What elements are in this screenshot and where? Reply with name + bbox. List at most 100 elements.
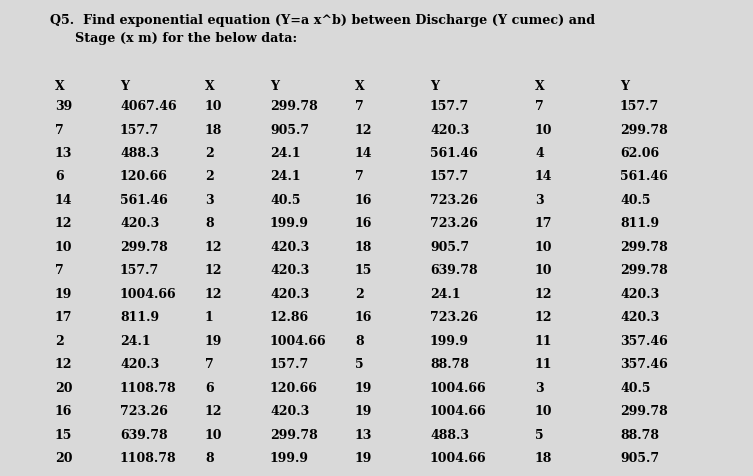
Text: 299.78: 299.78	[120, 240, 168, 253]
Text: 88.78: 88.78	[620, 428, 659, 441]
Text: 3: 3	[535, 381, 544, 394]
Text: 10: 10	[535, 264, 553, 277]
Text: 8: 8	[205, 452, 214, 465]
Text: Y: Y	[430, 80, 439, 93]
Text: Y: Y	[270, 80, 279, 93]
Text: 2: 2	[205, 147, 214, 159]
Text: 357.46: 357.46	[620, 358, 668, 371]
Text: 10: 10	[535, 123, 553, 136]
Text: 16: 16	[355, 217, 373, 230]
Text: 199.9: 199.9	[430, 334, 469, 347]
Text: 3: 3	[205, 194, 214, 207]
Text: 11: 11	[535, 358, 553, 371]
Text: 199.9: 199.9	[270, 217, 309, 230]
Text: 561.46: 561.46	[120, 194, 168, 207]
Text: 120.66: 120.66	[120, 170, 168, 183]
Text: 16: 16	[355, 194, 373, 207]
Text: 723.26: 723.26	[120, 405, 168, 417]
Text: 811.9: 811.9	[120, 311, 159, 324]
Text: 24.1: 24.1	[270, 147, 300, 159]
Text: 10: 10	[55, 240, 72, 253]
Text: 18: 18	[355, 240, 373, 253]
Text: 7: 7	[55, 123, 64, 136]
Text: 15: 15	[55, 428, 72, 441]
Text: 39: 39	[55, 100, 72, 113]
Text: 723.26: 723.26	[430, 194, 478, 207]
Text: 17: 17	[55, 311, 72, 324]
Text: Stage (x m) for the below data:: Stage (x m) for the below data:	[75, 32, 297, 45]
Text: 18: 18	[535, 452, 553, 465]
Text: 639.78: 639.78	[430, 264, 477, 277]
Text: 12: 12	[535, 311, 553, 324]
Text: 561.46: 561.46	[620, 170, 668, 183]
Text: 19: 19	[355, 405, 373, 417]
Text: 420.3: 420.3	[620, 288, 659, 300]
Text: Y: Y	[620, 80, 629, 93]
Text: 488.3: 488.3	[120, 147, 159, 159]
Text: 6: 6	[205, 381, 214, 394]
Text: 905.7: 905.7	[620, 452, 659, 465]
Text: 157.7: 157.7	[120, 123, 159, 136]
Text: 905.7: 905.7	[270, 123, 309, 136]
Text: 5: 5	[535, 428, 544, 441]
Text: 19: 19	[55, 288, 72, 300]
Text: 19: 19	[355, 381, 373, 394]
Text: 19: 19	[355, 452, 373, 465]
Text: X: X	[535, 80, 544, 93]
Text: 10: 10	[205, 100, 222, 113]
Text: 357.46: 357.46	[620, 334, 668, 347]
Text: 12: 12	[205, 240, 222, 253]
Text: 811.9: 811.9	[620, 217, 659, 230]
Text: 7: 7	[205, 358, 214, 371]
Text: 1004.66: 1004.66	[270, 334, 327, 347]
Text: 120.66: 120.66	[270, 381, 318, 394]
Text: 3: 3	[535, 194, 544, 207]
Text: 157.7: 157.7	[270, 358, 309, 371]
Text: 420.3: 420.3	[620, 311, 659, 324]
Text: 420.3: 420.3	[120, 358, 159, 371]
Text: 157.7: 157.7	[120, 264, 159, 277]
Text: 1108.78: 1108.78	[120, 452, 177, 465]
Text: 420.3: 420.3	[270, 405, 309, 417]
Text: 10: 10	[205, 428, 222, 441]
Text: 12: 12	[205, 288, 222, 300]
Text: 157.7: 157.7	[430, 100, 469, 113]
Text: 17: 17	[535, 217, 553, 230]
Text: 20: 20	[55, 381, 72, 394]
Text: 7: 7	[355, 100, 364, 113]
Text: X: X	[355, 80, 364, 93]
Text: 488.3: 488.3	[430, 428, 469, 441]
Text: 7: 7	[535, 100, 544, 113]
Text: 561.46: 561.46	[430, 147, 477, 159]
Text: 723.26: 723.26	[430, 217, 478, 230]
Text: X: X	[55, 80, 65, 93]
Text: 19: 19	[205, 334, 222, 347]
Text: 12.86: 12.86	[270, 311, 309, 324]
Text: 6: 6	[55, 170, 63, 183]
Text: 14: 14	[355, 147, 373, 159]
Text: 299.78: 299.78	[270, 100, 318, 113]
Text: 1108.78: 1108.78	[120, 381, 177, 394]
Text: 5: 5	[355, 358, 364, 371]
Text: 420.3: 420.3	[120, 217, 159, 230]
Text: 40.5: 40.5	[620, 194, 651, 207]
Text: 24.1: 24.1	[120, 334, 151, 347]
Text: 1004.66: 1004.66	[430, 452, 486, 465]
Text: 16: 16	[355, 311, 373, 324]
Text: 299.78: 299.78	[620, 405, 668, 417]
Text: 8: 8	[355, 334, 364, 347]
Text: 12: 12	[55, 217, 72, 230]
Text: X: X	[205, 80, 215, 93]
Text: Q5.  Find exponential equation (Y=a x^b) between Discharge (Y cumec) and: Q5. Find exponential equation (Y=a x^b) …	[50, 14, 595, 27]
Text: 24.1: 24.1	[430, 288, 461, 300]
Text: 905.7: 905.7	[430, 240, 469, 253]
Text: 1004.66: 1004.66	[430, 381, 486, 394]
Text: 12: 12	[205, 405, 222, 417]
Text: 1: 1	[205, 311, 214, 324]
Text: 12: 12	[205, 264, 222, 277]
Text: 13: 13	[355, 428, 373, 441]
Text: 7: 7	[355, 170, 364, 183]
Text: 157.7: 157.7	[620, 100, 659, 113]
Text: 62.06: 62.06	[620, 147, 659, 159]
Text: 299.78: 299.78	[620, 240, 668, 253]
